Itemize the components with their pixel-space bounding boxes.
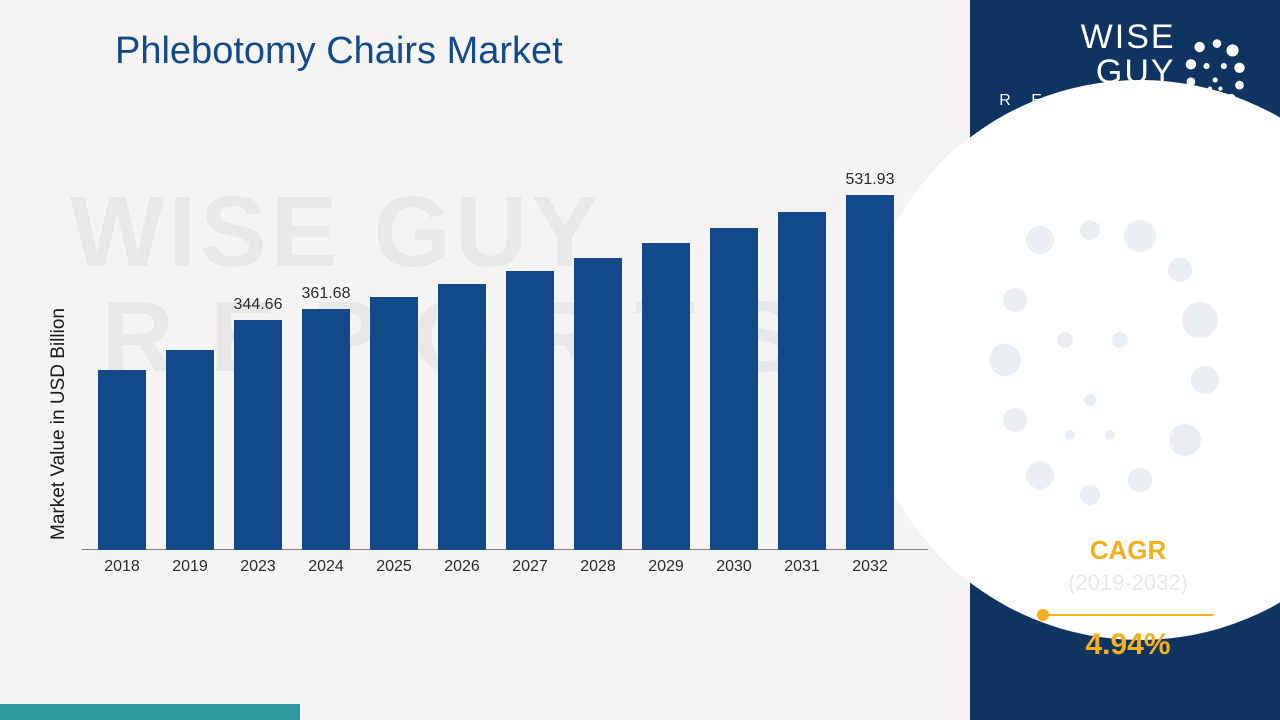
bar xyxy=(98,370,146,550)
bar xyxy=(370,297,418,550)
bar xyxy=(302,309,350,550)
brand-face-icon xyxy=(1184,31,1246,115)
x-tick-label: 2027 xyxy=(496,558,564,576)
brand-line2: R E P O R T S xyxy=(996,93,1176,127)
bar-group xyxy=(574,258,622,550)
x-tick-label: 2028 xyxy=(564,558,632,576)
bar-group xyxy=(710,228,758,550)
bar-group xyxy=(778,212,826,550)
x-tick-label: 2030 xyxy=(700,558,768,576)
bar xyxy=(710,228,758,550)
cagr-block: CAGR (2019-2032) 4.94% xyxy=(1018,535,1238,662)
cagr-period: (2019-2032) xyxy=(1018,570,1238,596)
x-tick-label: 2019 xyxy=(156,558,224,576)
x-tick-label: 2023 xyxy=(224,558,292,576)
chart-title: Phlebotomy Chairs Market xyxy=(115,30,563,73)
brand-line1: WISE GUY xyxy=(996,20,1176,91)
x-tick-label: 2024 xyxy=(292,558,360,576)
x-tick-label: 2026 xyxy=(428,558,496,576)
page: WISE GUY R E P O R T S CAGR (2019-2032) … xyxy=(0,0,1280,720)
x-tick-label: 2031 xyxy=(768,558,836,576)
cagr-label: CAGR xyxy=(1018,535,1238,566)
brand-text: WISE GUY R E P O R T S xyxy=(996,20,1176,127)
x-tick-label: 2018 xyxy=(88,558,156,576)
bar xyxy=(846,195,894,550)
teal-strip xyxy=(0,704,300,720)
bar-value-label: 361.68 xyxy=(281,285,371,303)
bar-group xyxy=(506,271,554,550)
x-tick-label: 2032 xyxy=(836,558,904,576)
bar xyxy=(506,271,554,550)
bar-group: 361.68 xyxy=(302,309,350,550)
bar-group xyxy=(98,370,146,550)
bar xyxy=(166,350,214,550)
brand-logo: WISE GUY R E P O R T S xyxy=(996,28,1246,118)
x-tick-label: 2025 xyxy=(360,558,428,576)
bar xyxy=(438,284,486,550)
bar-group xyxy=(370,297,418,550)
bar-chart: 344.66361.68531.93 201820192023202420252… xyxy=(90,150,920,590)
bar-group xyxy=(438,284,486,550)
cagr-divider xyxy=(1043,614,1213,616)
bar-group: 344.66 xyxy=(234,320,282,550)
bar-value-label: 531.93 xyxy=(825,171,915,189)
bar-group xyxy=(166,350,214,550)
bar-group: 531.93 xyxy=(846,195,894,550)
bar xyxy=(642,243,690,550)
bar xyxy=(234,320,282,550)
bar xyxy=(574,258,622,550)
plot-area: 344.66 361.68 531.93 xyxy=(90,150,920,550)
y-axis-label: Market Value in USD Billion xyxy=(48,308,70,540)
x-tick-label: 2029 xyxy=(632,558,700,576)
cagr-value: 4.94% xyxy=(1018,628,1238,662)
bar-group xyxy=(642,243,690,550)
bar xyxy=(778,212,826,550)
